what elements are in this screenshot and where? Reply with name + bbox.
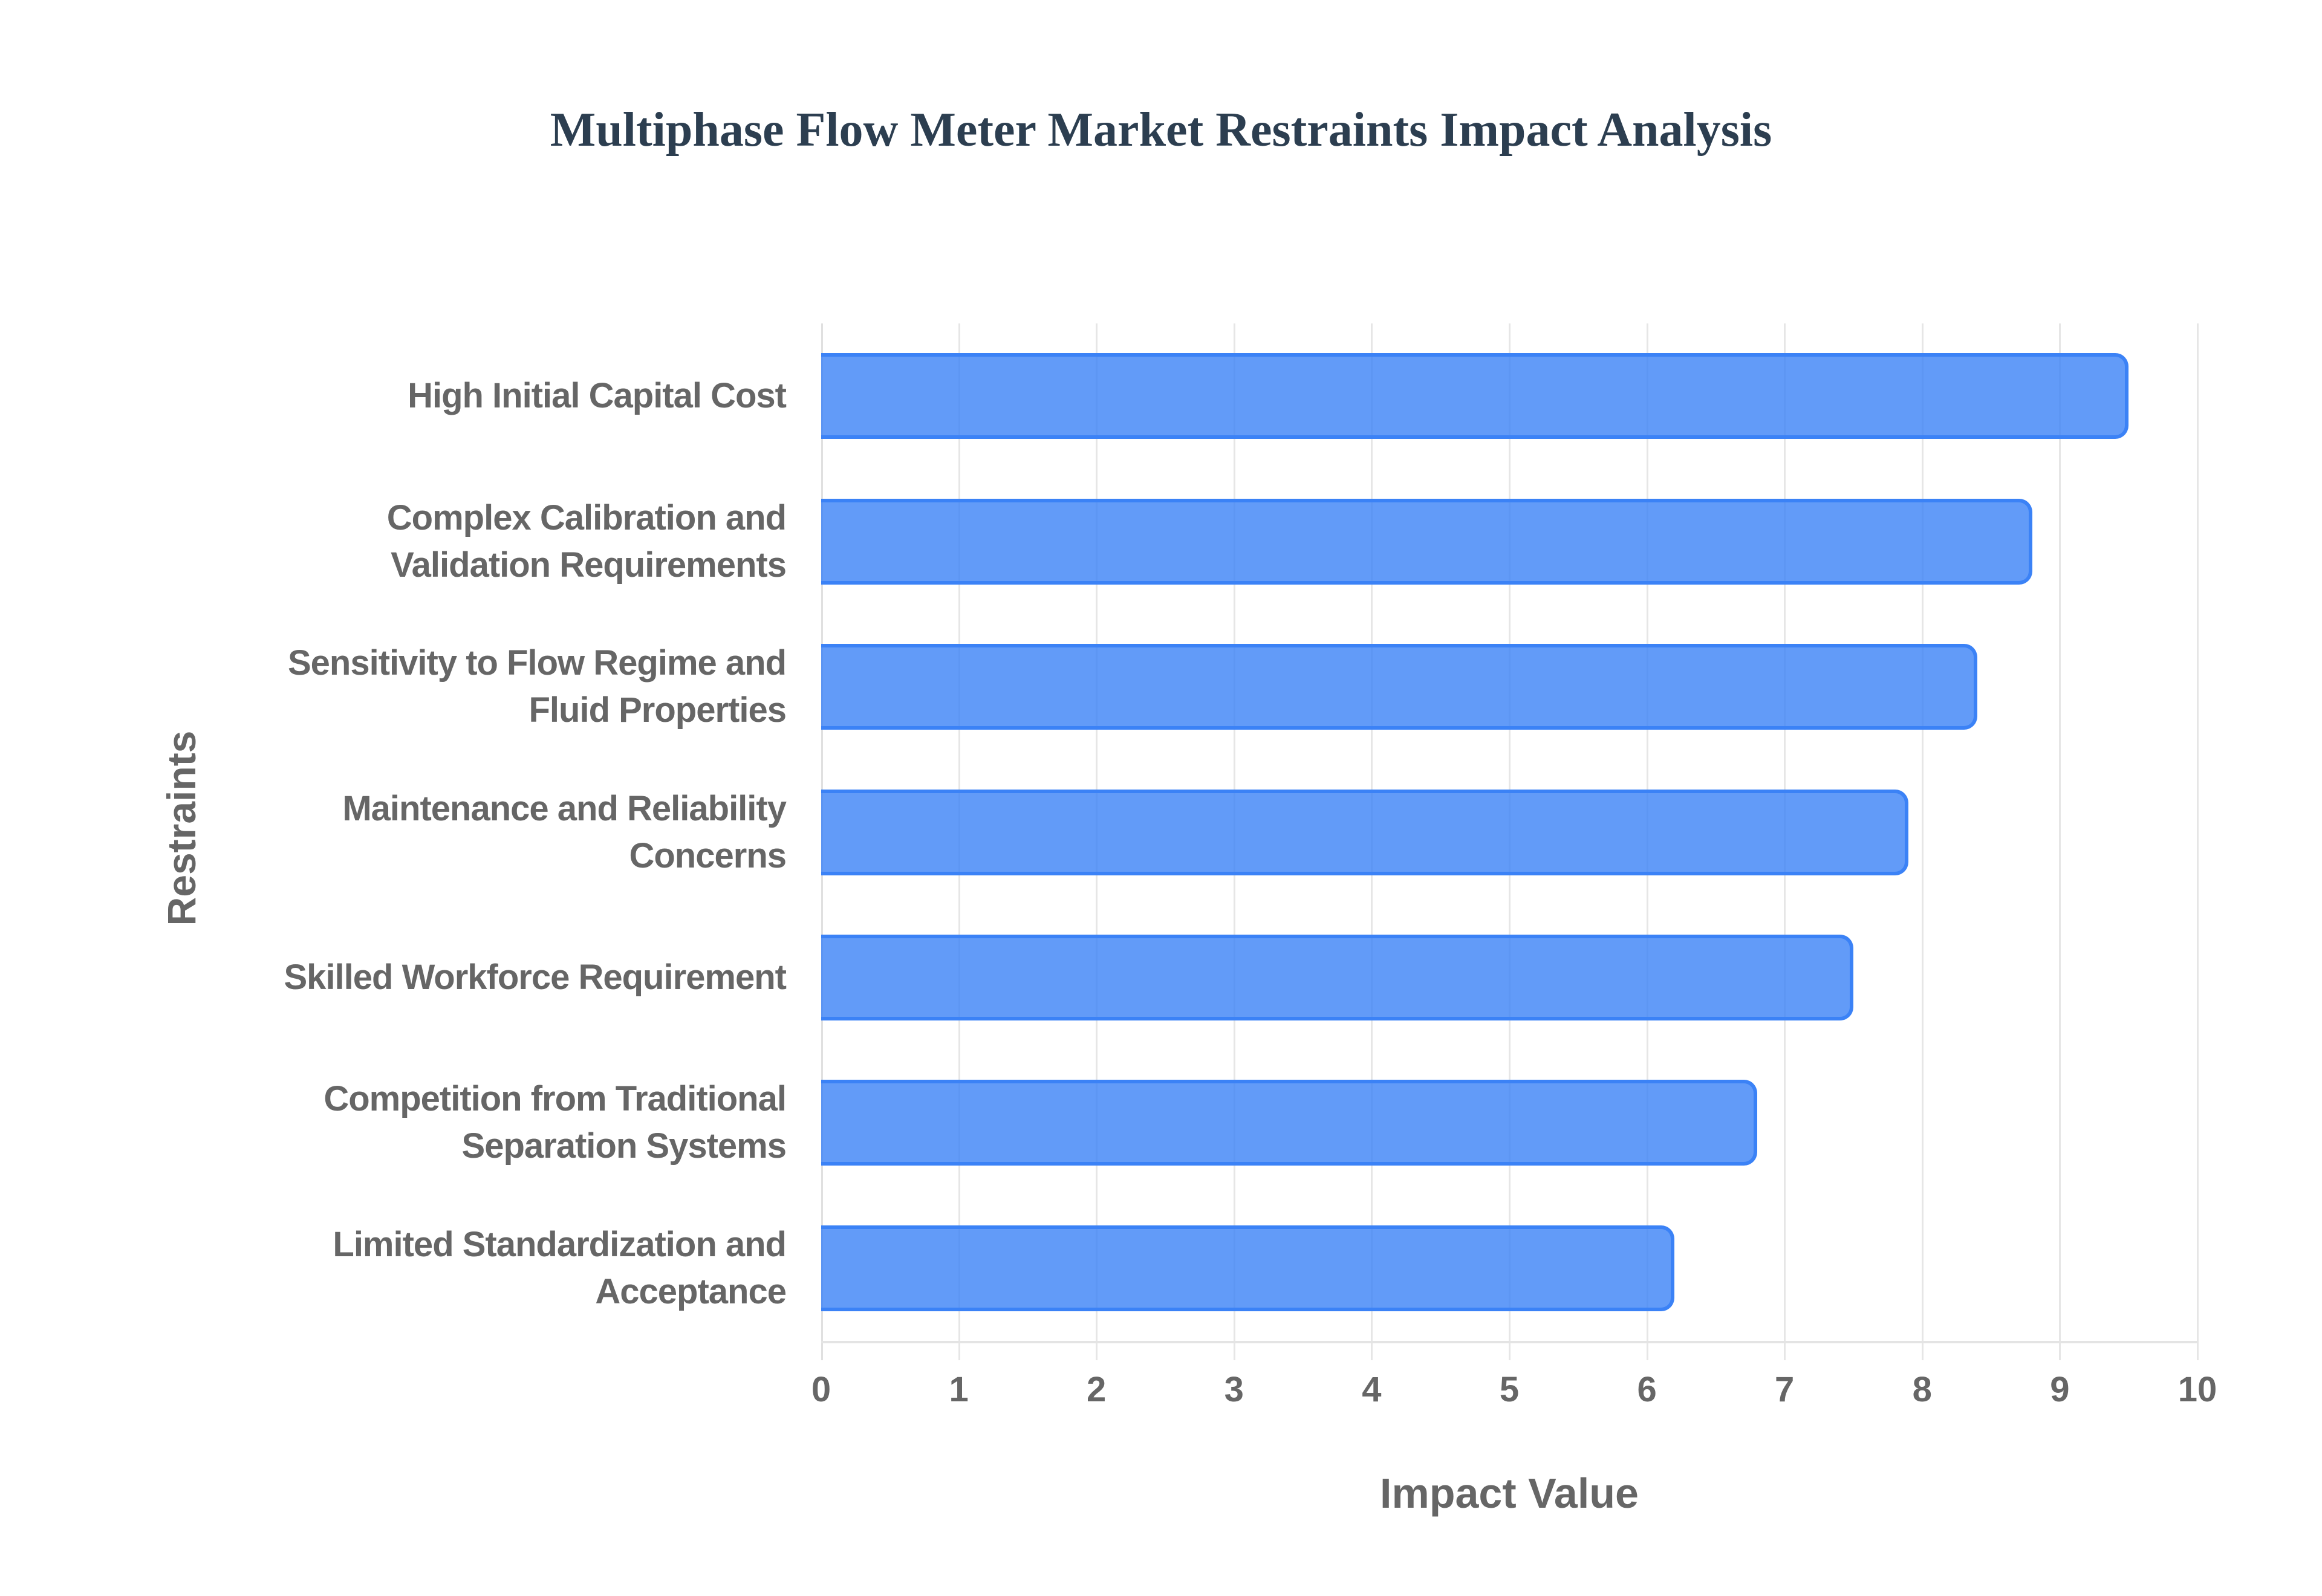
bar[interactable] — [821, 1080, 1757, 1166]
bar[interactable] — [821, 498, 2032, 585]
x-tick-label: 9 — [2050, 1370, 2070, 1409]
bar[interactable] — [821, 644, 1977, 730]
category-label: Complex Calibration and Validation Requir… — [386, 498, 787, 585]
x-tick-label: 1 — [949, 1370, 969, 1409]
x-tick-label: 6 — [1637, 1370, 1657, 1409]
category-label: Competition from Traditional Separation S… — [324, 1079, 787, 1166]
x-tick-label: 7 — [1775, 1370, 1795, 1409]
gridline — [2059, 323, 2061, 1360]
gridline — [2197, 323, 2199, 1360]
x-tick-label: 5 — [1499, 1370, 1520, 1409]
bar[interactable] — [821, 353, 2129, 440]
bar[interactable] — [821, 934, 1853, 1020]
plot-area — [821, 323, 2199, 1360]
chart-title: Multiphase Flow Meter Market Restraints … — [550, 103, 1772, 157]
x-tick-label: 3 — [1224, 1370, 1244, 1409]
bar[interactable] — [821, 1225, 1675, 1311]
x-tick-label: 10 — [2177, 1370, 2217, 1409]
category-label: Limited Standardization and Acceptance — [333, 1224, 787, 1311]
x-axis-line — [821, 1341, 2197, 1343]
gridline — [1921, 323, 1924, 1360]
category-label: Sensitivity to Flow Regime and Fluid Prop… — [287, 643, 787, 730]
x-tick-label: 8 — [1912, 1370, 1932, 1409]
category-label: High Initial Capital Cost — [408, 376, 787, 416]
category-label: Skilled Workforce Requirement — [284, 957, 787, 997]
x-axis-title: Impact Value — [1380, 1470, 1639, 1517]
category-label: Maintenance and Reliability Concerns — [342, 788, 787, 875]
x-tick-label: 2 — [1087, 1370, 1107, 1409]
x-tick-label: 0 — [811, 1370, 831, 1409]
x-tick-label: 4 — [1362, 1370, 1382, 1409]
bar[interactable] — [821, 789, 1909, 875]
